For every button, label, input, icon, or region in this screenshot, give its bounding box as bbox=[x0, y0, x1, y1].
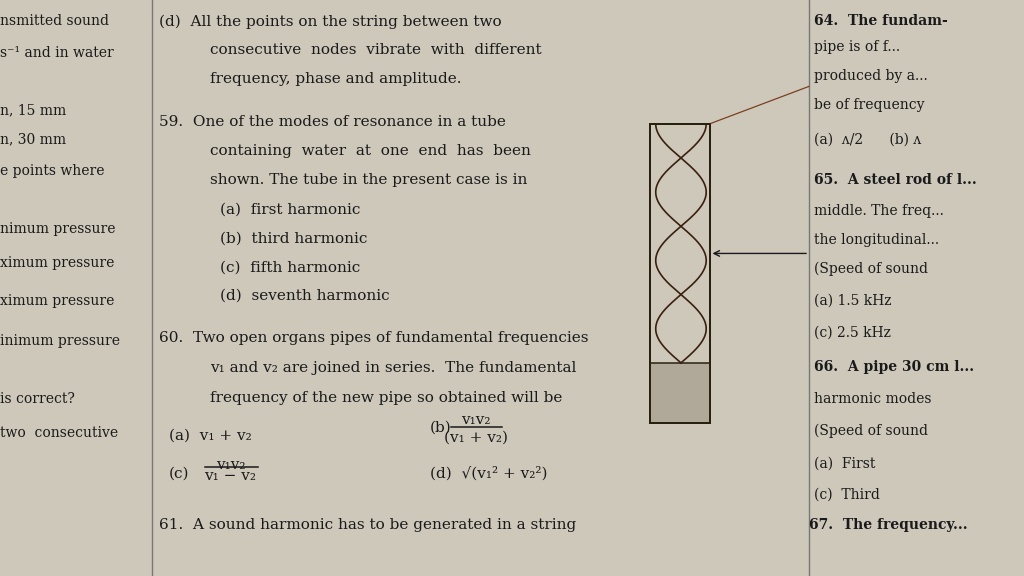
Text: middle. The freq...: middle. The freq... bbox=[814, 204, 944, 218]
Text: e points where: e points where bbox=[0, 164, 104, 178]
Text: (Speed of sound: (Speed of sound bbox=[814, 423, 928, 438]
Bar bbox=[651, 363, 709, 423]
Text: (a) 1.5 kHz: (a) 1.5 kHz bbox=[814, 294, 892, 308]
Text: (c)  Third: (c) Third bbox=[814, 488, 880, 502]
Text: v₁v₂: v₁v₂ bbox=[216, 458, 245, 472]
Bar bbox=[650, 124, 710, 423]
Text: harmonic modes: harmonic modes bbox=[814, 392, 932, 406]
Text: (d)  √(v₁² + v₂²): (d) √(v₁² + v₂²) bbox=[430, 467, 548, 481]
Text: (a)  ʌ/2      (b) ʌ: (a) ʌ/2 (b) ʌ bbox=[814, 132, 922, 146]
Text: (v₁ + v₂): (v₁ + v₂) bbox=[444, 430, 508, 444]
Text: inimum pressure: inimum pressure bbox=[0, 334, 120, 348]
Text: s⁻¹ and in water: s⁻¹ and in water bbox=[0, 46, 114, 60]
Text: (c): (c) bbox=[169, 467, 189, 480]
Text: be of frequency: be of frequency bbox=[814, 98, 925, 112]
Text: 61.  A sound harmonic has to be generated in a string: 61. A sound harmonic has to be generated… bbox=[159, 518, 575, 532]
Text: the longitudinal...: the longitudinal... bbox=[814, 233, 939, 247]
Text: n, 15 mm: n, 15 mm bbox=[0, 104, 67, 118]
Text: nsmitted sound: nsmitted sound bbox=[0, 14, 109, 28]
Text: (c) 2.5 kHz: (c) 2.5 kHz bbox=[814, 325, 891, 339]
Text: v₁ and v₂ are joined in series.  The fundamental: v₁ and v₂ are joined in series. The fund… bbox=[210, 361, 577, 375]
Text: 60.  Two open organs pipes of fundamental frequencies: 60. Two open organs pipes of fundamental… bbox=[159, 331, 588, 345]
Text: two  consecutive: two consecutive bbox=[0, 426, 118, 440]
Text: (b)  third harmonic: (b) third harmonic bbox=[220, 232, 368, 245]
Text: ximum pressure: ximum pressure bbox=[0, 256, 115, 270]
Text: nimum pressure: nimum pressure bbox=[0, 222, 116, 236]
Bar bbox=[650, 124, 710, 423]
Text: 65.  A steel rod of l...: 65. A steel rod of l... bbox=[814, 173, 977, 187]
Text: v₁v₂: v₁v₂ bbox=[462, 413, 490, 427]
Text: frequency of the new pipe so obtained will be: frequency of the new pipe so obtained wi… bbox=[210, 391, 562, 405]
Text: (d)  All the points on the string between two: (d) All the points on the string between… bbox=[159, 14, 502, 29]
Text: shown. The tube in the present case is in: shown. The tube in the present case is i… bbox=[210, 173, 527, 187]
Text: 64.  The fundam-: 64. The fundam- bbox=[814, 14, 948, 28]
Text: (a)  v₁ + v₂: (a) v₁ + v₂ bbox=[169, 429, 252, 443]
Text: pipe is of f...: pipe is of f... bbox=[814, 40, 900, 54]
Text: n, 30 mm: n, 30 mm bbox=[0, 132, 67, 146]
Text: v₁ − v₂: v₁ − v₂ bbox=[205, 469, 256, 483]
Text: (a)  First: (a) First bbox=[814, 456, 876, 470]
Text: ximum pressure: ximum pressure bbox=[0, 294, 115, 308]
Text: produced by a...: produced by a... bbox=[814, 69, 928, 83]
Text: (d)  seventh harmonic: (d) seventh harmonic bbox=[220, 289, 390, 303]
Text: containing  water  at  one  end  has  been: containing water at one end has been bbox=[210, 144, 530, 158]
Text: consecutive  nodes  vibrate  with  different: consecutive nodes vibrate with different bbox=[210, 43, 542, 57]
Text: 66.  A pipe 30 cm l...: 66. A pipe 30 cm l... bbox=[814, 360, 974, 374]
Text: (b): (b) bbox=[430, 420, 452, 434]
Text: is correct?: is correct? bbox=[0, 392, 75, 406]
Text: 67.  The frequency...: 67. The frequency... bbox=[809, 518, 968, 532]
Text: (c)  fifth harmonic: (c) fifth harmonic bbox=[220, 260, 360, 274]
Text: frequency, phase and amplitude.: frequency, phase and amplitude. bbox=[210, 72, 462, 86]
Text: (Speed of sound: (Speed of sound bbox=[814, 262, 928, 276]
Text: (a)  first harmonic: (a) first harmonic bbox=[220, 203, 360, 217]
Text: 59.  One of the modes of resonance in a tube: 59. One of the modes of resonance in a t… bbox=[159, 115, 506, 129]
